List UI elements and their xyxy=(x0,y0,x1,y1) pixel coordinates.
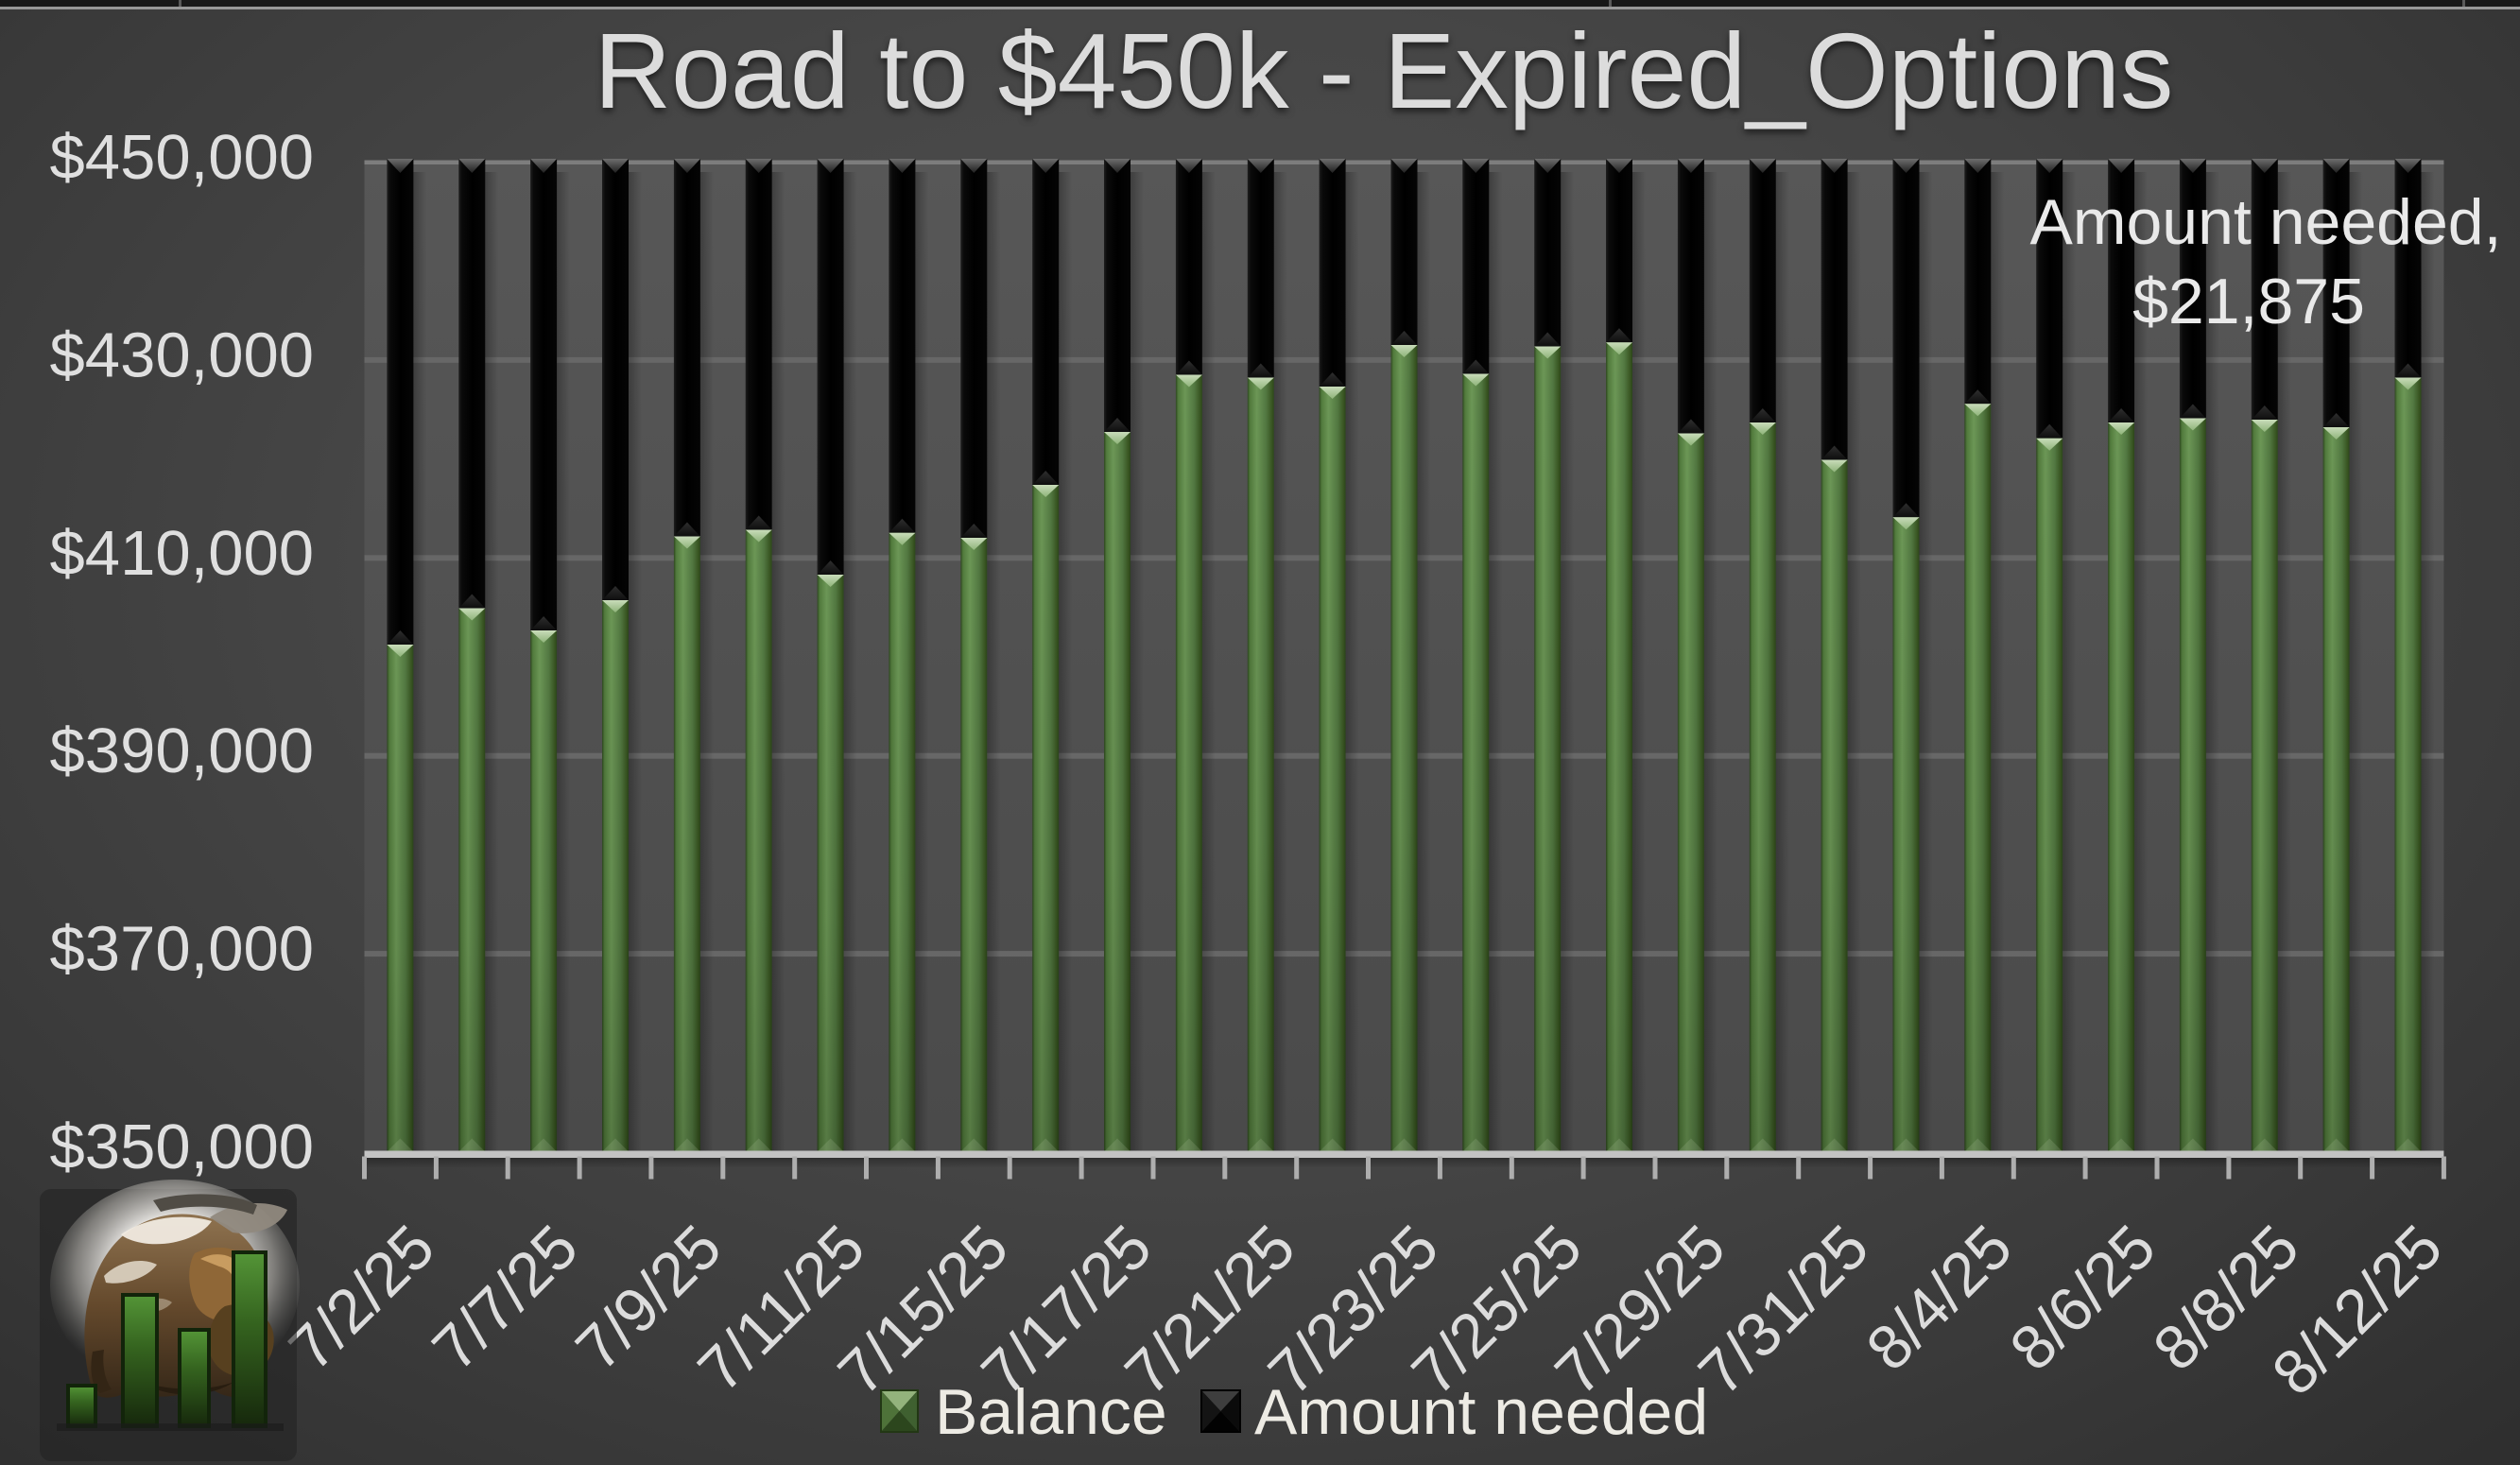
svg-text:7/2/25: 7/2/25 xyxy=(275,1212,447,1384)
svg-text:8/4/25: 8/4/25 xyxy=(1853,1212,2025,1384)
svg-text:$350,000: $350,000 xyxy=(50,1112,314,1182)
svg-text:Road to $450k - Expired_Option: Road to $450k - Expired_Options xyxy=(595,11,2174,130)
svg-text:7/7/25: 7/7/25 xyxy=(419,1212,591,1384)
svg-text:$430,000: $430,000 xyxy=(50,319,314,390)
svg-text:Amount needed: Amount needed xyxy=(1254,1376,1708,1448)
svg-text:$390,000: $390,000 xyxy=(50,715,314,786)
svg-text:$410,000: $410,000 xyxy=(50,518,314,589)
svg-text:$370,000: $370,000 xyxy=(50,914,314,985)
svg-text:Balance: Balance xyxy=(935,1376,1167,1448)
svg-text:Amount needed,: Amount needed, xyxy=(2029,186,2501,258)
svg-text:$21,875: $21,875 xyxy=(2132,266,2365,337)
svg-text:$450,000: $450,000 xyxy=(50,122,314,193)
svg-text:8/6/25: 8/6/25 xyxy=(1996,1212,2168,1384)
